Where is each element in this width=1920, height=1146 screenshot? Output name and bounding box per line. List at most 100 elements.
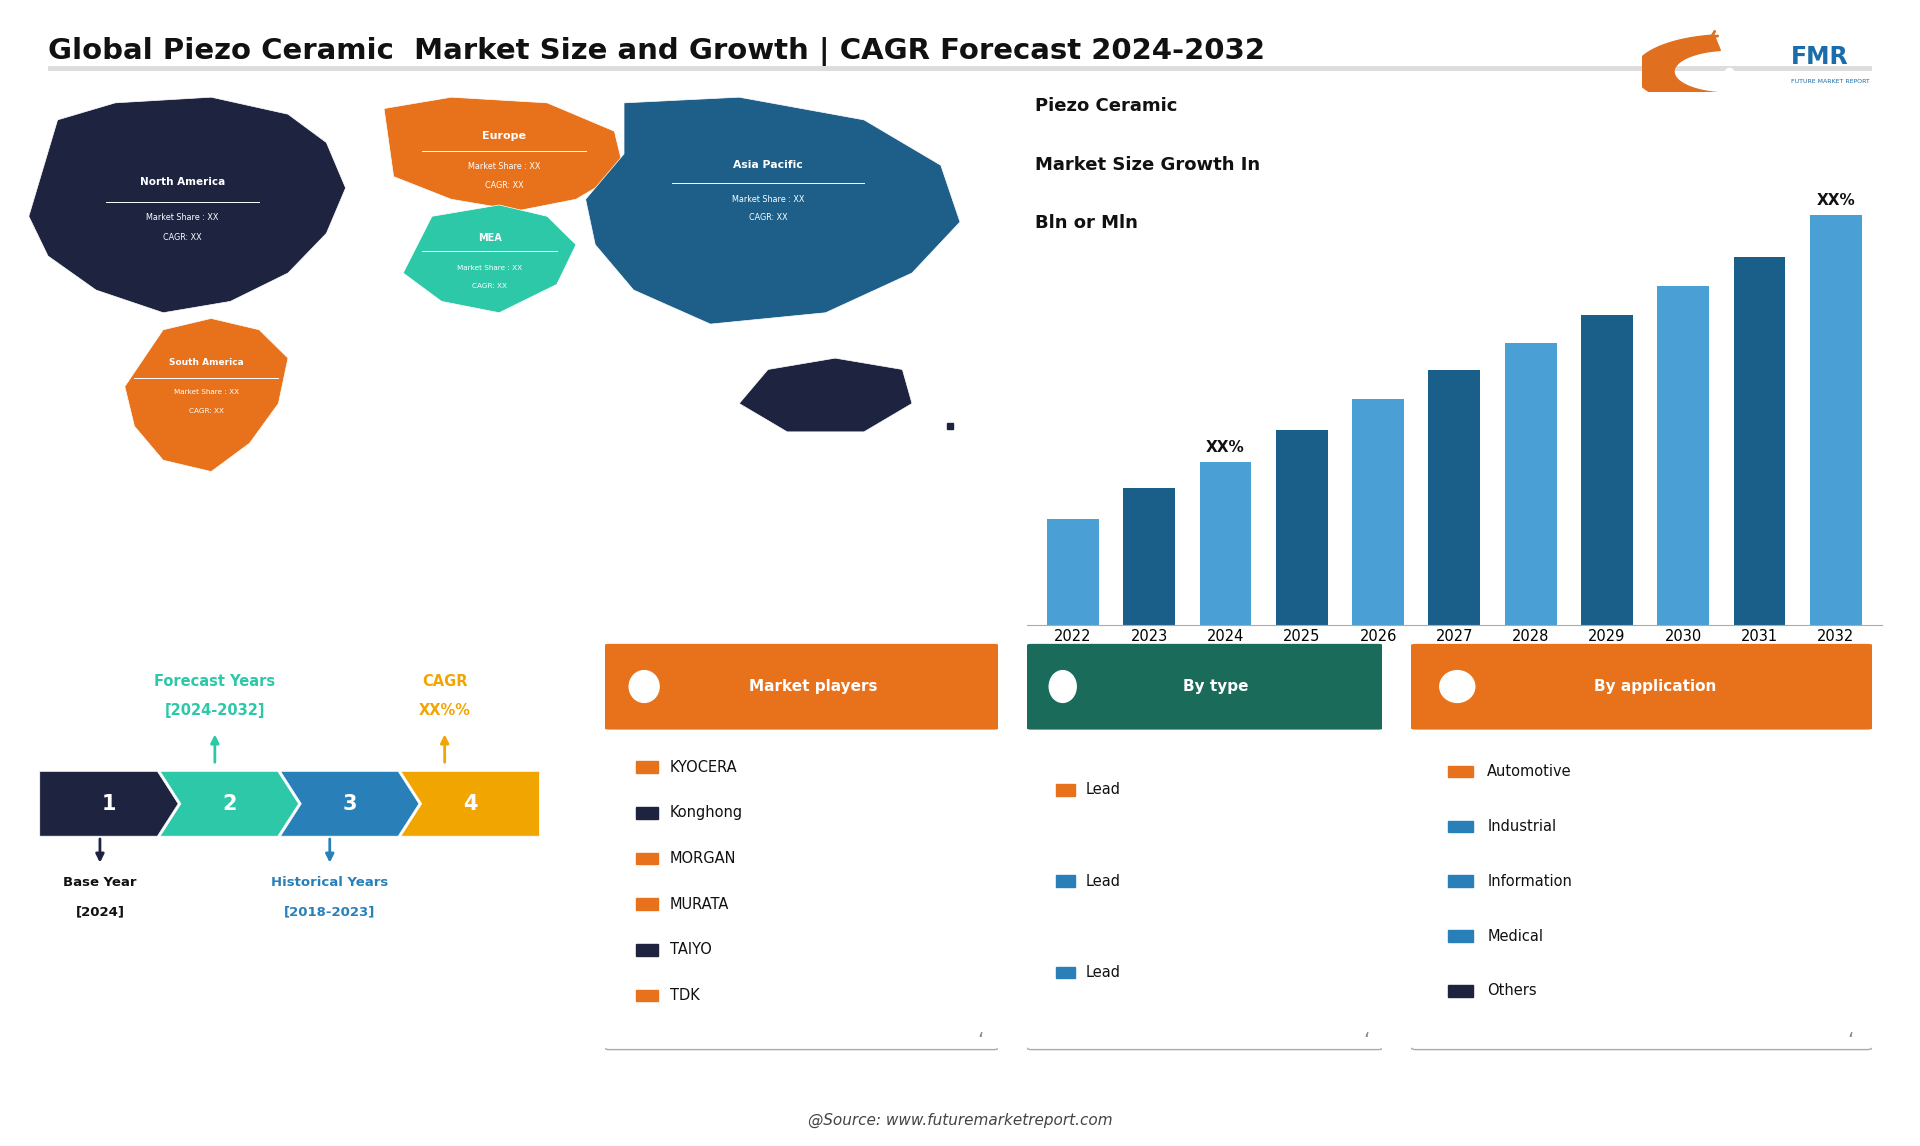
Bar xyxy=(1056,784,1075,795)
Text: CAGR: XX: CAGR: XX xyxy=(484,181,524,190)
Bar xyxy=(1277,430,1329,625)
Bar xyxy=(1580,314,1632,625)
Bar xyxy=(636,989,659,1002)
Text: XX%%: XX%% xyxy=(419,704,470,719)
Bar xyxy=(1056,967,1075,979)
Polygon shape xyxy=(280,771,419,837)
Text: By application: By application xyxy=(1594,680,1716,694)
Polygon shape xyxy=(125,319,288,472)
Text: [2024]: [2024] xyxy=(75,905,125,918)
Text: Konghong: Konghong xyxy=(670,806,743,821)
Text: Information: Information xyxy=(1488,873,1572,889)
Polygon shape xyxy=(159,771,300,837)
Bar xyxy=(636,853,659,864)
Text: XX%: XX% xyxy=(1206,440,1244,455)
Text: KYOCERA: KYOCERA xyxy=(670,760,737,775)
Text: ,: , xyxy=(1845,1028,1853,1046)
Text: MURATA: MURATA xyxy=(670,896,730,911)
FancyBboxPatch shape xyxy=(1404,644,1880,730)
FancyBboxPatch shape xyxy=(1025,721,1384,1050)
Text: TDK: TDK xyxy=(670,988,699,1003)
Text: ,: , xyxy=(1361,1028,1367,1046)
Text: MEA: MEA xyxy=(478,234,501,243)
Text: 4: 4 xyxy=(463,794,478,814)
Text: [2018-2023]: [2018-2023] xyxy=(284,905,376,918)
Text: @Source: www.futuremarketreport.com: @Source: www.futuremarketreport.com xyxy=(808,1113,1112,1129)
FancyBboxPatch shape xyxy=(1021,644,1388,730)
Text: Bln or Mln: Bln or Mln xyxy=(1035,214,1139,233)
Text: Forecast Years: Forecast Years xyxy=(154,674,275,689)
Bar xyxy=(1657,285,1709,625)
Text: By type: By type xyxy=(1183,680,1248,694)
Polygon shape xyxy=(401,771,540,837)
Text: South America: South America xyxy=(169,358,244,367)
Text: FMR: FMR xyxy=(1791,45,1849,69)
Polygon shape xyxy=(29,97,346,313)
Circle shape xyxy=(1440,670,1475,702)
Bar xyxy=(1734,257,1786,625)
Text: CAGR: XX: CAGR: XX xyxy=(472,283,507,289)
Text: Global Piezo Ceramic  Market Size and Growth | CAGR Forecast 2024-2032: Global Piezo Ceramic Market Size and Gro… xyxy=(48,37,1265,65)
Bar xyxy=(636,807,659,818)
Text: 2: 2 xyxy=(223,794,236,814)
Circle shape xyxy=(1048,670,1077,702)
Circle shape xyxy=(630,670,659,702)
Text: TAIYO: TAIYO xyxy=(670,942,712,957)
Bar xyxy=(1200,462,1252,625)
Text: Historical Years: Historical Years xyxy=(271,876,388,888)
Bar xyxy=(1046,519,1098,625)
Text: ,: , xyxy=(975,1028,981,1046)
Bar xyxy=(1352,399,1404,625)
Text: Market Share : XX: Market Share : XX xyxy=(175,390,238,395)
Text: Others: Others xyxy=(1488,983,1536,998)
Text: Market Share : XX: Market Share : XX xyxy=(457,265,522,270)
FancyBboxPatch shape xyxy=(1409,721,1874,1050)
Text: Market Size Growth In: Market Size Growth In xyxy=(1035,156,1260,174)
Bar xyxy=(1448,821,1473,832)
Text: Asia Pacific: Asia Pacific xyxy=(733,159,803,170)
Bar xyxy=(636,944,659,956)
Text: Lead: Lead xyxy=(1087,873,1121,889)
Text: Medical: Medical xyxy=(1488,928,1544,943)
Text: North America: North America xyxy=(140,176,225,187)
Text: Piezo Ceramic: Piezo Ceramic xyxy=(1035,97,1177,115)
Bar xyxy=(636,898,659,910)
Polygon shape xyxy=(739,358,912,432)
Bar xyxy=(1448,766,1473,777)
Text: [2024-2032]: [2024-2032] xyxy=(165,704,265,719)
Text: XX%: XX% xyxy=(1816,194,1855,209)
Text: CAGR: XX: CAGR: XX xyxy=(188,408,225,414)
Text: Lead: Lead xyxy=(1087,965,1121,980)
Text: Base Year: Base Year xyxy=(63,876,136,888)
FancyBboxPatch shape xyxy=(599,644,1004,730)
Text: FUTURE MARKET REPORT: FUTURE MARKET REPORT xyxy=(1791,79,1870,84)
Text: CAGR: XX: CAGR: XX xyxy=(749,213,787,222)
Text: MORGAN: MORGAN xyxy=(670,850,735,866)
Text: Industrial: Industrial xyxy=(1488,819,1557,834)
Polygon shape xyxy=(1634,36,1720,108)
Text: 1: 1 xyxy=(102,794,117,814)
Bar xyxy=(1811,214,1862,625)
Bar xyxy=(1428,370,1480,625)
Polygon shape xyxy=(40,771,179,837)
Bar xyxy=(1505,344,1557,625)
Text: Europe: Europe xyxy=(482,131,526,141)
Text: Market Share : XX: Market Share : XX xyxy=(732,195,804,204)
FancyBboxPatch shape xyxy=(603,721,1000,1050)
Text: Market Share : XX: Market Share : XX xyxy=(146,213,219,222)
Bar xyxy=(1123,488,1175,625)
Text: Lead: Lead xyxy=(1087,783,1121,798)
Text: 3: 3 xyxy=(342,794,357,814)
Text: Market Share : XX: Market Share : XX xyxy=(468,163,540,172)
Text: Market players: Market players xyxy=(749,680,877,694)
Bar xyxy=(636,761,659,772)
Polygon shape xyxy=(384,97,624,211)
Text: CAGR: CAGR xyxy=(422,674,467,689)
Polygon shape xyxy=(586,97,960,324)
Text: CAGR: XX: CAGR: XX xyxy=(163,234,202,242)
Bar xyxy=(1448,876,1473,887)
Bar xyxy=(1448,931,1473,942)
Polygon shape xyxy=(403,205,576,313)
Bar xyxy=(1056,876,1075,887)
Bar xyxy=(1448,984,1473,997)
